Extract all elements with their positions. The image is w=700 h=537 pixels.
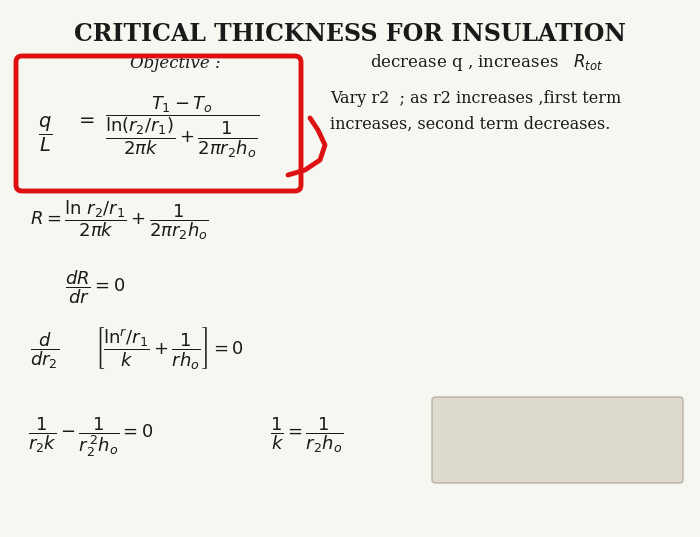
Text: Objective :: Objective : bbox=[130, 55, 220, 72]
Text: $\dfrac{d}{dr_2}$: $\dfrac{d}{dr_2}$ bbox=[30, 330, 60, 371]
Text: CRITICAL THICKNESS FOR INSULATION: CRITICAL THICKNESS FOR INSULATION bbox=[74, 22, 626, 46]
Text: $R = \dfrac{\ln\,r_2/r_1}{2\pi k} + \dfrac{1}{2\pi r_2 h_o}$: $R = \dfrac{\ln\,r_2/r_1}{2\pi k} + \dfr… bbox=[30, 198, 209, 242]
Text: decrease q , increases   $\mathit{R}_{tot}$: decrease q , increases $\mathit{R}_{tot}… bbox=[370, 52, 603, 73]
Text: ${}_{2(critical)}=\dfrac{k}{h_o}$: ${}_{2(critical)}=\dfrac{k}{h_o}$ bbox=[460, 412, 564, 453]
Text: Vary r2  ; as r2 increases ,first term
increases, second term decreases.: Vary r2 ; as r2 increases ,first term in… bbox=[330, 90, 622, 133]
Text: $\dfrac{T_1 - T_o}{\dfrac{\ln\!\left(r_2/r_1\right)}{2\pi k} + \dfrac{1}{2\pi r_: $\dfrac{T_1 - T_o}{\dfrac{\ln\!\left(r_2… bbox=[105, 95, 260, 160]
Text: $\dfrac{1}{r_2 k} - \dfrac{1}{r_2^{\,2} h_o} = 0$: $\dfrac{1}{r_2 k} - \dfrac{1}{r_2^{\,2} … bbox=[28, 415, 154, 459]
Text: $\dfrac{q}{L}$: $\dfrac{q}{L}$ bbox=[38, 115, 52, 154]
Text: $=$: $=$ bbox=[75, 110, 95, 128]
Text: $\dfrac{1}{k} = \dfrac{1}{r_2 h_o}$: $\dfrac{1}{k} = \dfrac{1}{r_2 h_o}$ bbox=[270, 415, 343, 455]
Text: $\dfrac{dR}{dr} = 0$: $\dfrac{dR}{dr} = 0$ bbox=[65, 268, 125, 306]
Text: $\left[\dfrac{\ln^r\!/r_1}{k} + \dfrac{1}{rh_o}\right] = 0$: $\left[\dfrac{\ln^r\!/r_1}{k} + \dfrac{1… bbox=[95, 325, 244, 371]
Text: $r$: $r$ bbox=[445, 408, 457, 430]
FancyBboxPatch shape bbox=[432, 397, 683, 483]
